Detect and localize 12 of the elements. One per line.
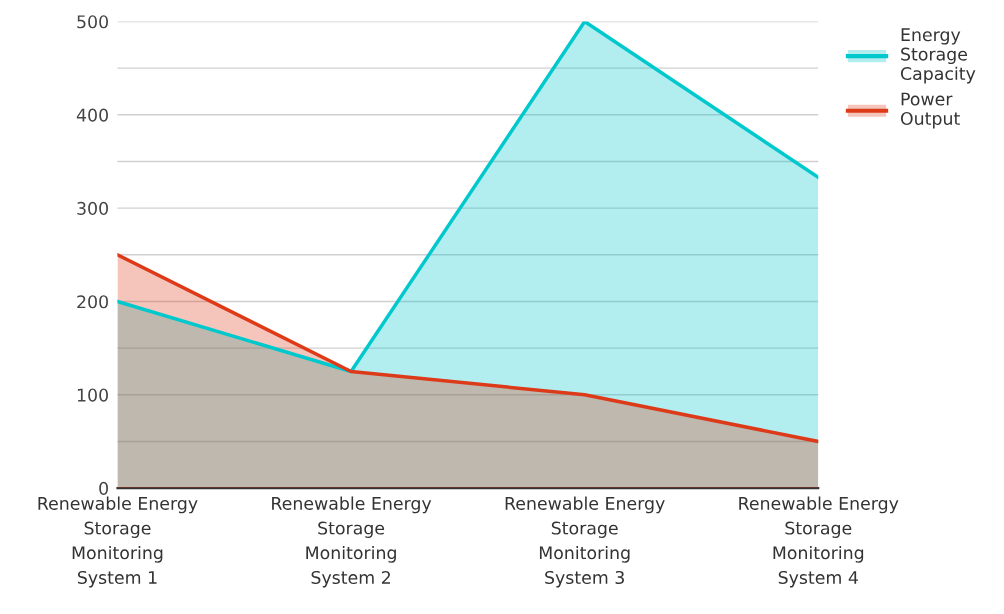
x-tick-label: Renewable Energy Storage Monitoring System 3 bbox=[505, 496, 665, 588]
y-tick-label: 100 bbox=[77, 388, 108, 402]
x-tick-label: Renewable Energy Storage Monitoring System 1 bbox=[38, 496, 198, 588]
x-tick-label: Renewable Energy Storage Monitoring System 2 bbox=[272, 496, 432, 588]
y-tick-label: 500 bbox=[77, 15, 108, 29]
y-tick-label: 300 bbox=[77, 201, 108, 215]
y-tick-label: 200 bbox=[77, 295, 108, 309]
legend-label: Energy Storage Capacity bbox=[900, 28, 976, 84]
y-tick-label: 0 bbox=[99, 481, 108, 495]
legend-label: Power Output bbox=[900, 92, 960, 129]
y-tick-label: 400 bbox=[76, 108, 108, 122]
x-tick-label: Renewable Energy Storage Monitoring System 4 bbox=[739, 496, 899, 588]
